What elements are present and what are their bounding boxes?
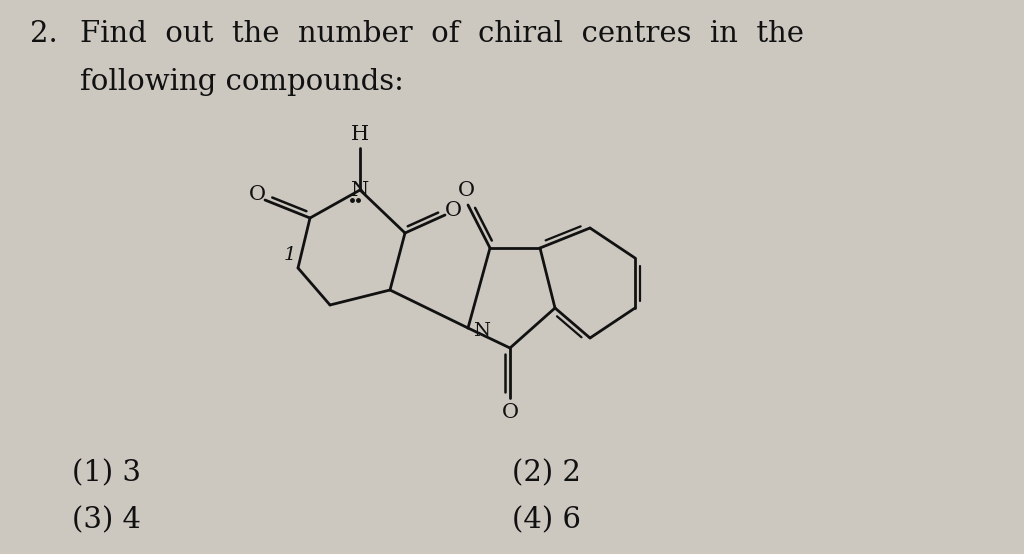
Text: (2) 2: (2) 2 [512, 460, 581, 488]
Text: 1: 1 [284, 246, 296, 264]
Text: (1) 3: (1) 3 [72, 460, 140, 488]
Text: N: N [351, 181, 369, 199]
Text: 2.: 2. [30, 20, 57, 48]
Text: following compounds:: following compounds: [80, 68, 403, 96]
Text: (3) 4: (3) 4 [72, 507, 140, 535]
Text: (4) 6: (4) 6 [512, 507, 581, 535]
Text: O: O [249, 186, 265, 204]
Text: O: O [502, 403, 518, 422]
Text: O: O [458, 182, 474, 201]
Text: H: H [351, 125, 369, 143]
Text: O: O [444, 201, 462, 219]
Text: Find  out  the  number  of  chiral  centres  in  the: Find out the number of chiral centres in… [80, 20, 804, 48]
Text: N: N [473, 322, 490, 340]
